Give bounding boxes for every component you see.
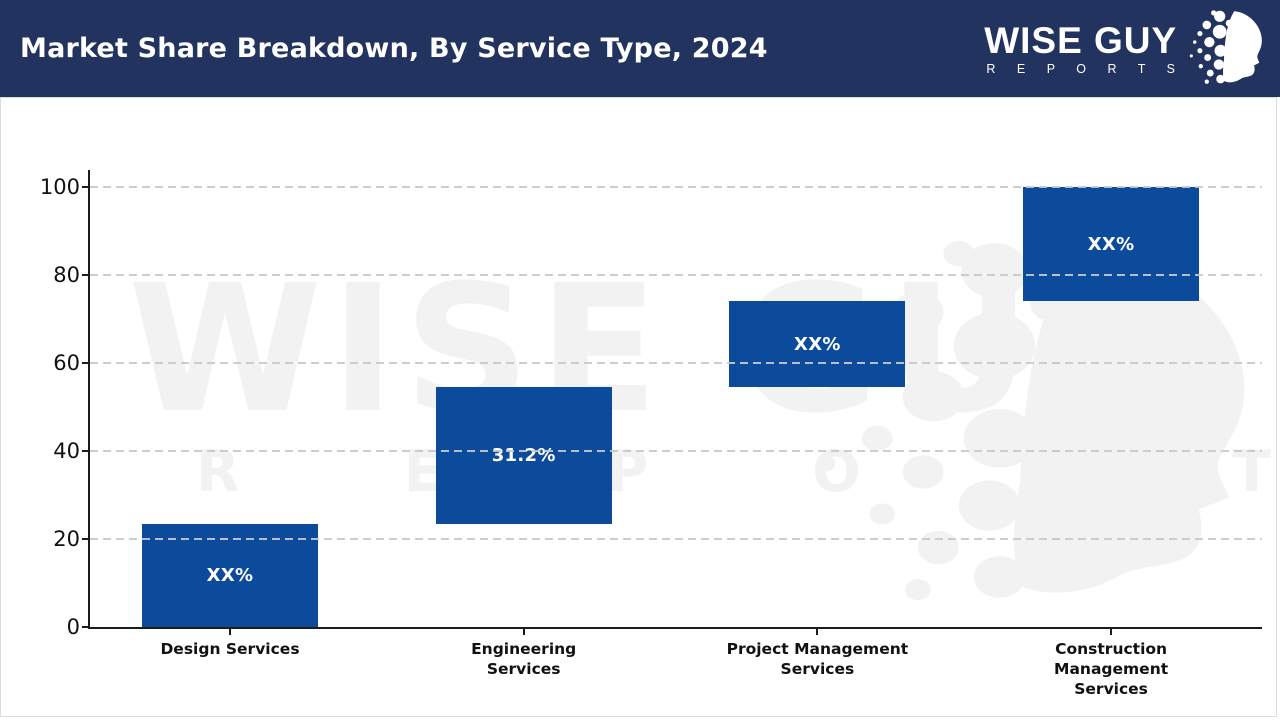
x-category-label: Engineering Services — [471, 640, 577, 678]
y-tick-label: 100 — [39, 175, 80, 199]
y-tick-mark — [82, 538, 90, 540]
brand-logo-text: WISE GUY R E P O R T S — [977, 22, 1184, 76]
y-tick-label: 40 — [53, 439, 80, 463]
y-tick-mark — [82, 362, 90, 364]
brand-name: WISE GUY — [984, 20, 1178, 61]
bar-value-label: XX% — [794, 333, 841, 355]
y-tick-label: 0 — [66, 615, 80, 639]
gridline-40 — [90, 450, 1262, 452]
watermark-subtext: R E P O R T S — [196, 439, 1280, 505]
y-tick-mark — [82, 450, 90, 452]
gridline-80 — [90, 274, 1262, 276]
x-tick-mark — [816, 627, 819, 635]
brand-logo: WISE GUY R E P O R T S — [977, 6, 1270, 92]
watermark-text: WISE GUY — [128, 247, 1175, 452]
y-tick-label: 80 — [53, 263, 80, 287]
y-tick-label: 60 — [53, 351, 80, 375]
y-tick-mark — [82, 186, 90, 188]
y-tick-label: 20 — [53, 527, 80, 551]
x-category-label: Construction Management Services — [1054, 640, 1169, 698]
x-tick-mark — [229, 627, 231, 635]
x-category-label: Design Services — [160, 640, 300, 658]
brand-subtitle: R E P O R T S — [986, 62, 1184, 76]
y-axis-line — [88, 170, 90, 629]
gridline-100 — [90, 186, 1262, 188]
x-tick-mark — [522, 627, 525, 635]
x-category-label: Project Management Services — [726, 640, 909, 678]
y-tick-mark — [82, 626, 90, 628]
gridline-60 — [90, 362, 1262, 364]
wiseguy-head-icon — [1189, 10, 1262, 84]
bar-segment: XX% — [1023, 187, 1200, 302]
bar-segment: 31.2% — [435, 386, 612, 525]
x-axis-line — [88, 627, 1262, 629]
bar-value-label: XX% — [1087, 233, 1135, 255]
gridline-20 — [90, 538, 1262, 540]
bar-segment: XX% — [729, 301, 906, 387]
bar-segment: XX% — [142, 524, 318, 627]
y-tick-mark — [82, 274, 90, 276]
bar-value-label: 31.2% — [491, 444, 556, 466]
bar-value-label: XX% — [206, 565, 254, 586]
header-bar: Market Share Breakdown, By Service Type,… — [0, 0, 1280, 97]
x-tick-mark — [1110, 627, 1113, 635]
page-title: Market Share Breakdown, By Service Type,… — [20, 33, 768, 64]
